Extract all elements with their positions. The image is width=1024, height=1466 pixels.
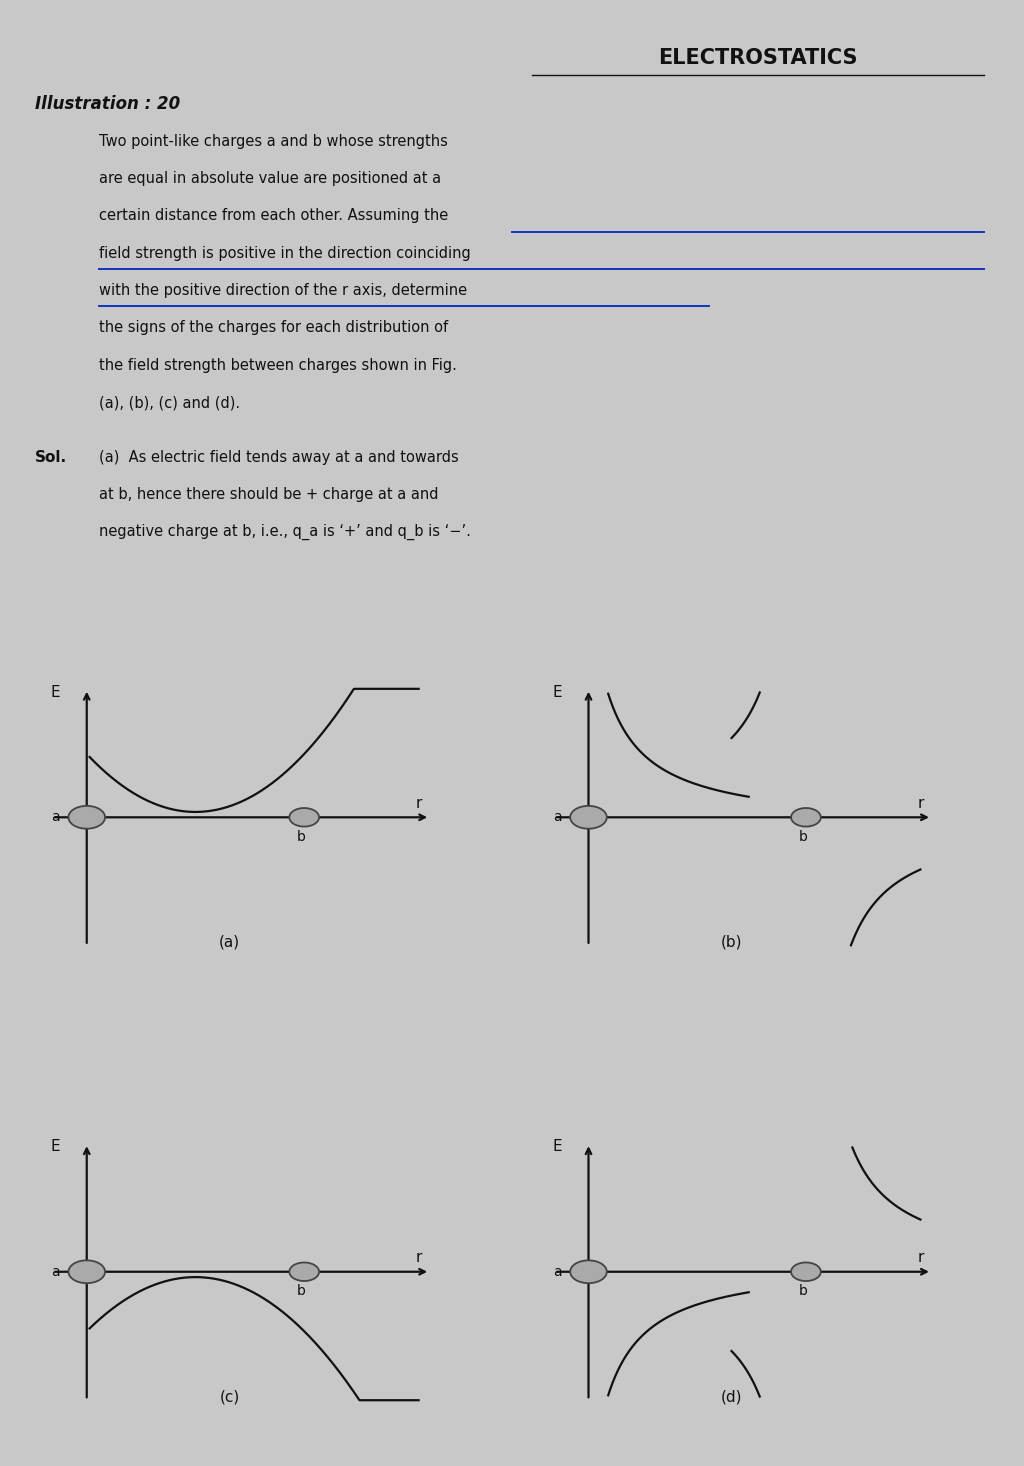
Text: (a)  As electric field tends away at a and towards: (a) As electric field tends away at a an… bbox=[99, 450, 459, 465]
Circle shape bbox=[570, 1261, 607, 1283]
Text: a: a bbox=[51, 811, 59, 824]
Circle shape bbox=[792, 1262, 821, 1281]
Circle shape bbox=[290, 808, 319, 827]
Text: the signs of the charges for each distribution of: the signs of the charges for each distri… bbox=[99, 321, 449, 336]
Text: (b): (b) bbox=[721, 935, 742, 950]
Text: r: r bbox=[416, 796, 422, 811]
Text: negative charge at b, i.e., q_a is ‘+’ and q_b is ‘−’.: negative charge at b, i.e., q_a is ‘+’ a… bbox=[99, 523, 471, 539]
Text: E: E bbox=[552, 1139, 562, 1154]
Circle shape bbox=[69, 1261, 105, 1283]
Text: Sol.: Sol. bbox=[35, 450, 68, 465]
Text: (a), (b), (c) and (d).: (a), (b), (c) and (d). bbox=[99, 394, 241, 410]
Text: b: b bbox=[799, 830, 808, 844]
Text: field strength is positive in the direction coinciding: field strength is positive in the direct… bbox=[99, 246, 471, 261]
Text: b: b bbox=[297, 830, 306, 844]
Text: (c): (c) bbox=[220, 1390, 240, 1404]
Circle shape bbox=[792, 808, 821, 827]
Text: b: b bbox=[799, 1284, 808, 1299]
Text: (a): (a) bbox=[219, 935, 241, 950]
Text: E: E bbox=[50, 1139, 60, 1154]
Text: Two point-like charges a and b whose strengths: Two point-like charges a and b whose str… bbox=[99, 133, 447, 148]
Text: r: r bbox=[416, 1250, 422, 1265]
Text: r: r bbox=[918, 1250, 924, 1265]
Text: (d): (d) bbox=[721, 1390, 742, 1404]
Text: a: a bbox=[553, 811, 561, 824]
Text: a: a bbox=[553, 1265, 561, 1278]
Text: are equal in absolute value are positioned at a: are equal in absolute value are position… bbox=[99, 172, 441, 186]
Text: Illustration : 20: Illustration : 20 bbox=[35, 95, 180, 113]
Text: E: E bbox=[50, 685, 60, 699]
Text: E: E bbox=[552, 685, 562, 699]
Text: r: r bbox=[918, 796, 924, 811]
Circle shape bbox=[570, 806, 607, 828]
Text: b: b bbox=[297, 1284, 306, 1299]
Text: with the positive direction of the r axis, determine: with the positive direction of the r axi… bbox=[99, 283, 467, 298]
Circle shape bbox=[69, 806, 105, 828]
Text: a: a bbox=[51, 1265, 59, 1278]
Text: at b, hence there should be + charge at a and: at b, hence there should be + charge at … bbox=[99, 487, 438, 501]
Text: certain distance from each other. Assuming the: certain distance from each other. Assumi… bbox=[99, 208, 449, 223]
Circle shape bbox=[290, 1262, 319, 1281]
Text: the field strength between charges shown in Fig.: the field strength between charges shown… bbox=[99, 358, 457, 372]
Text: ELECTROSTATICS: ELECTROSTATICS bbox=[658, 48, 857, 67]
